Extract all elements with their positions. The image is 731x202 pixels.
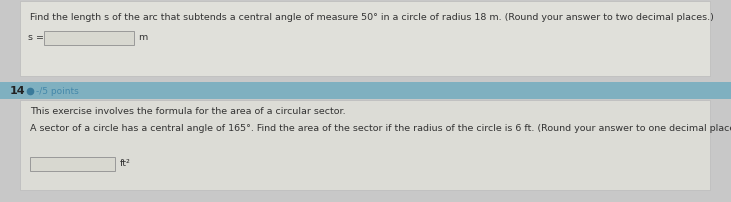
Text: ft²: ft² (120, 158, 131, 167)
Text: This exercise involves the formula for the area of a circular sector.: This exercise involves the formula for t… (30, 106, 346, 115)
Text: Find the length s of the arc that subtends a central angle of measure 50° in a c: Find the length s of the arc that subten… (30, 13, 714, 22)
FancyBboxPatch shape (20, 101, 710, 190)
FancyBboxPatch shape (0, 83, 731, 100)
Text: 14: 14 (10, 86, 26, 96)
FancyBboxPatch shape (44, 32, 134, 46)
Text: A sector of a circle has a central angle of 165°. Find the area of the sector if: A sector of a circle has a central angle… (30, 123, 731, 132)
Text: s =: s = (28, 33, 47, 42)
FancyBboxPatch shape (30, 157, 115, 171)
Text: -/5 points: -/5 points (36, 87, 79, 96)
Text: m: m (138, 33, 147, 42)
FancyBboxPatch shape (20, 2, 710, 77)
